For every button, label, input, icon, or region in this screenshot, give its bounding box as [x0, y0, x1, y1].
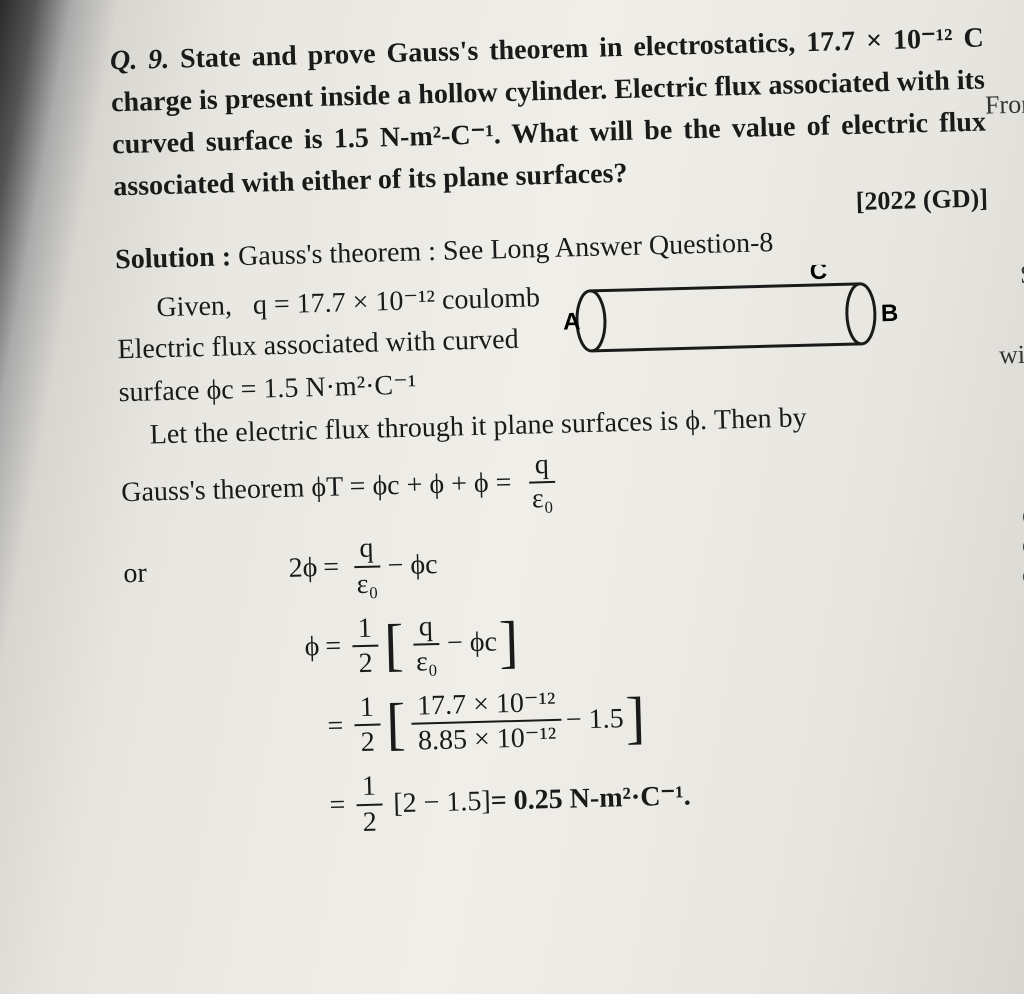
page-edge-text: wir — [999, 340, 1024, 371]
solution-label: Solution : — [115, 241, 232, 275]
equations-column: 2ϕ = q ε₀ − ϕc ϕ = 1 2 [ q ε₀ — [242, 524, 691, 852]
page-edge-text: S — [1019, 260, 1024, 290]
cylinder-label-b: B — [880, 300, 898, 327]
fraction-q-over-e0: q ε₀ — [525, 449, 560, 516]
gauss-theorem-line: Gauss's theorem ϕT = ϕc + ϕ + ϕ = q ε₀ — [120, 438, 995, 527]
equation-block: or 2ϕ = q ε₀ − ϕc ϕ = 1 2 [ — [123, 516, 1005, 856]
theorem-reference: Gauss's theorem : See Long Answer Questi… — [238, 227, 774, 272]
equation-4: = 1 2 [2 − 1.5] = 0.25 N-m²·C⁻¹. — [249, 761, 692, 842]
textbook-page: Q. 9. State and prove Gauss's theorem in… — [0, 0, 1024, 888]
cylinder-label-c: C — [809, 263, 827, 285]
given-value: q = 17.7 × 10⁻¹² coulomb — [252, 282, 540, 321]
given-label: Given, — [156, 290, 232, 323]
question-body: State and prove Gauss's theorem in elect… — [111, 23, 987, 203]
equation-3: = 1 2 [ 17.7 × 10⁻¹² 8.85 × 10⁻¹² − 1.5 … — [247, 682, 690, 763]
question-text: Q. 9. State and prove Gauss's theorem in… — [109, 18, 987, 209]
or-label: or — [123, 535, 244, 590]
equation-1: 2ϕ = q ε₀ − ϕc — [242, 524, 685, 605]
question-number: Q. 9. — [110, 44, 170, 77]
cylinder-diagram: A B C — [559, 263, 901, 362]
gauss-text: Gauss's theorem ϕT = ϕc + ϕ + ϕ = — [121, 467, 512, 509]
cylinder-label-a: A — [562, 308, 580, 335]
equation-2: ϕ = 1 2 [ q ε₀ − ϕc ] — [245, 603, 688, 684]
page-edge-text: Fron — [984, 89, 1024, 120]
